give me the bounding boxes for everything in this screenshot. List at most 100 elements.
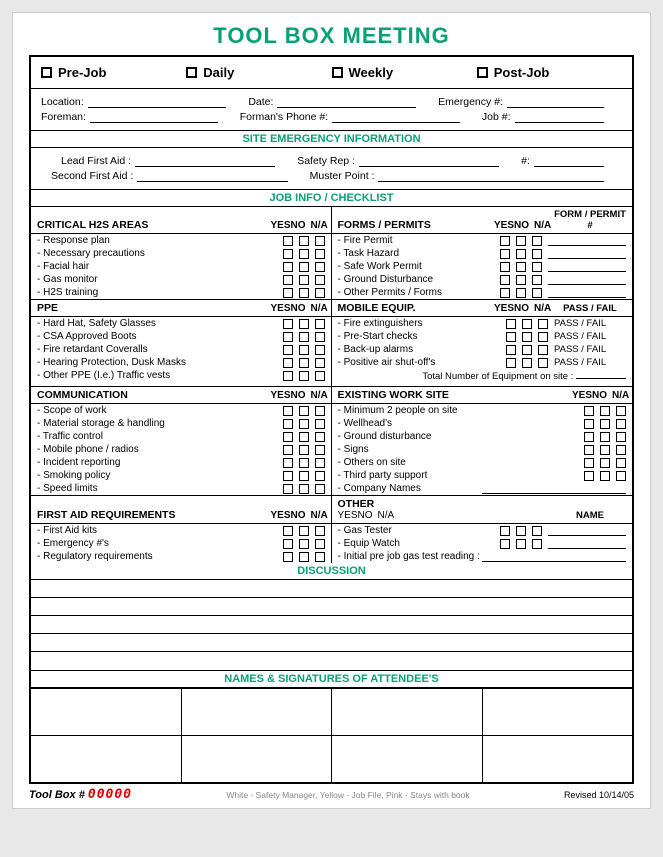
checkbox-yes[interactable] [283,288,293,298]
checkbox-na[interactable] [616,471,626,481]
field-input-line[interactable] [135,155,275,167]
checkbox-yes[interactable] [584,432,594,442]
checkbox-na[interactable] [315,432,325,442]
checkbox-no[interactable] [299,484,309,494]
signature-cell[interactable] [483,736,633,782]
checkbox-no[interactable] [522,319,532,329]
checkbox-no[interactable] [299,275,309,285]
checkbox-no[interactable] [600,458,610,468]
blank-line[interactable] [31,598,632,616]
checkbox-na[interactable] [315,332,325,342]
checkbox-na[interactable] [315,526,325,536]
signature-cell[interactable] [332,689,483,735]
checkbox-yes[interactable] [500,262,510,272]
field-input-line[interactable] [548,261,626,272]
checkbox-yes[interactable] [500,275,510,285]
checkbox-na[interactable] [315,236,325,246]
checkbox-no[interactable] [299,526,309,536]
blank-line[interactable] [31,580,632,598]
checkbox-na[interactable] [538,332,548,342]
checkbox-no[interactable] [600,432,610,442]
field-input-line[interactable] [548,248,626,259]
checkbox-na[interactable] [532,275,542,285]
signature-cell[interactable] [182,689,333,735]
checkbox-yes[interactable] [283,539,293,549]
checkbox-yes[interactable] [500,288,510,298]
checkbox-na[interactable] [315,445,325,455]
checkbox-yes[interactable] [506,358,516,368]
checkbox-na[interactable] [315,262,325,272]
checkbox-na[interactable] [315,275,325,285]
field-input-line[interactable] [548,525,626,536]
checkbox-na[interactable] [538,319,548,329]
checkbox-no[interactable] [516,539,526,549]
checkbox-no[interactable] [299,345,309,355]
checkbox-na[interactable] [532,526,542,536]
checkbox-yes[interactable] [283,358,293,368]
checkbox-yes[interactable] [506,345,516,355]
checkbox-na[interactable] [315,345,325,355]
checkbox-no[interactable] [299,552,309,562]
checkbox-no[interactable] [516,262,526,272]
field-input-line[interactable] [88,96,227,108]
checkbox-no[interactable] [299,371,309,381]
checkbox-yes[interactable] [283,332,293,342]
checkbox-na[interactable] [616,419,626,429]
checkbox-no[interactable] [299,332,309,342]
checkbox-no[interactable] [299,406,309,416]
checkbox-yes[interactable] [584,471,594,481]
signature-cell[interactable] [31,736,182,782]
checkbox-yes[interactable] [584,458,594,468]
checkbox-na[interactable] [538,345,548,355]
checkbox-na[interactable] [315,288,325,298]
checkbox-yes[interactable] [500,539,510,549]
checkbox-yes[interactable] [283,275,293,285]
field-input-line[interactable] [378,170,604,182]
checkbox-yes[interactable] [283,262,293,272]
checkbox-no[interactable] [299,458,309,468]
checkbox-yes[interactable] [283,419,293,429]
field-input-line[interactable] [277,96,416,108]
checkbox-na[interactable] [315,458,325,468]
checkbox-no[interactable] [299,288,309,298]
checkbox-na[interactable] [532,236,542,246]
checkbox-no[interactable] [522,332,532,342]
checkbox-na[interactable] [532,288,542,298]
checkbox-no[interactable] [299,249,309,259]
checkbox-no[interactable] [600,445,610,455]
checkbox-na[interactable] [315,358,325,368]
checkbox-yes[interactable] [506,332,516,342]
field-input-line[interactable] [534,155,604,167]
checkbox-yes[interactable] [500,236,510,246]
blank-line[interactable] [31,616,632,634]
checkbox-na[interactable] [532,262,542,272]
checkbox-yes[interactable] [283,471,293,481]
checkbox-yes[interactable] [283,319,293,329]
checkbox-no[interactable] [600,471,610,481]
checkbox-no[interactable] [299,471,309,481]
checkbox-yes[interactable] [283,445,293,455]
checkbox-na[interactable] [532,249,542,259]
checkbox-no[interactable] [600,406,610,416]
checkbox-yes[interactable] [283,458,293,468]
checkbox-na[interactable] [315,539,325,549]
checkbox-na[interactable] [315,419,325,429]
checkbox-no[interactable] [299,236,309,246]
checkbox[interactable] [41,67,52,78]
checkbox-no[interactable] [299,539,309,549]
checkbox-yes[interactable] [283,552,293,562]
field-input-line[interactable] [548,235,626,246]
checkbox-yes[interactable] [500,526,510,536]
field-input-line[interactable] [482,551,626,562]
checkbox-yes[interactable] [283,406,293,416]
checkbox-na[interactable] [532,539,542,549]
checkbox-yes[interactable] [584,406,594,416]
field-input-line[interactable] [482,483,626,494]
field-input-line[interactable] [137,170,287,182]
checkbox-na[interactable] [616,445,626,455]
checkbox-yes[interactable] [584,445,594,455]
checkbox-no[interactable] [299,262,309,272]
checkbox-yes[interactable] [584,419,594,429]
checkbox-yes[interactable] [283,526,293,536]
checkbox-no[interactable] [299,432,309,442]
